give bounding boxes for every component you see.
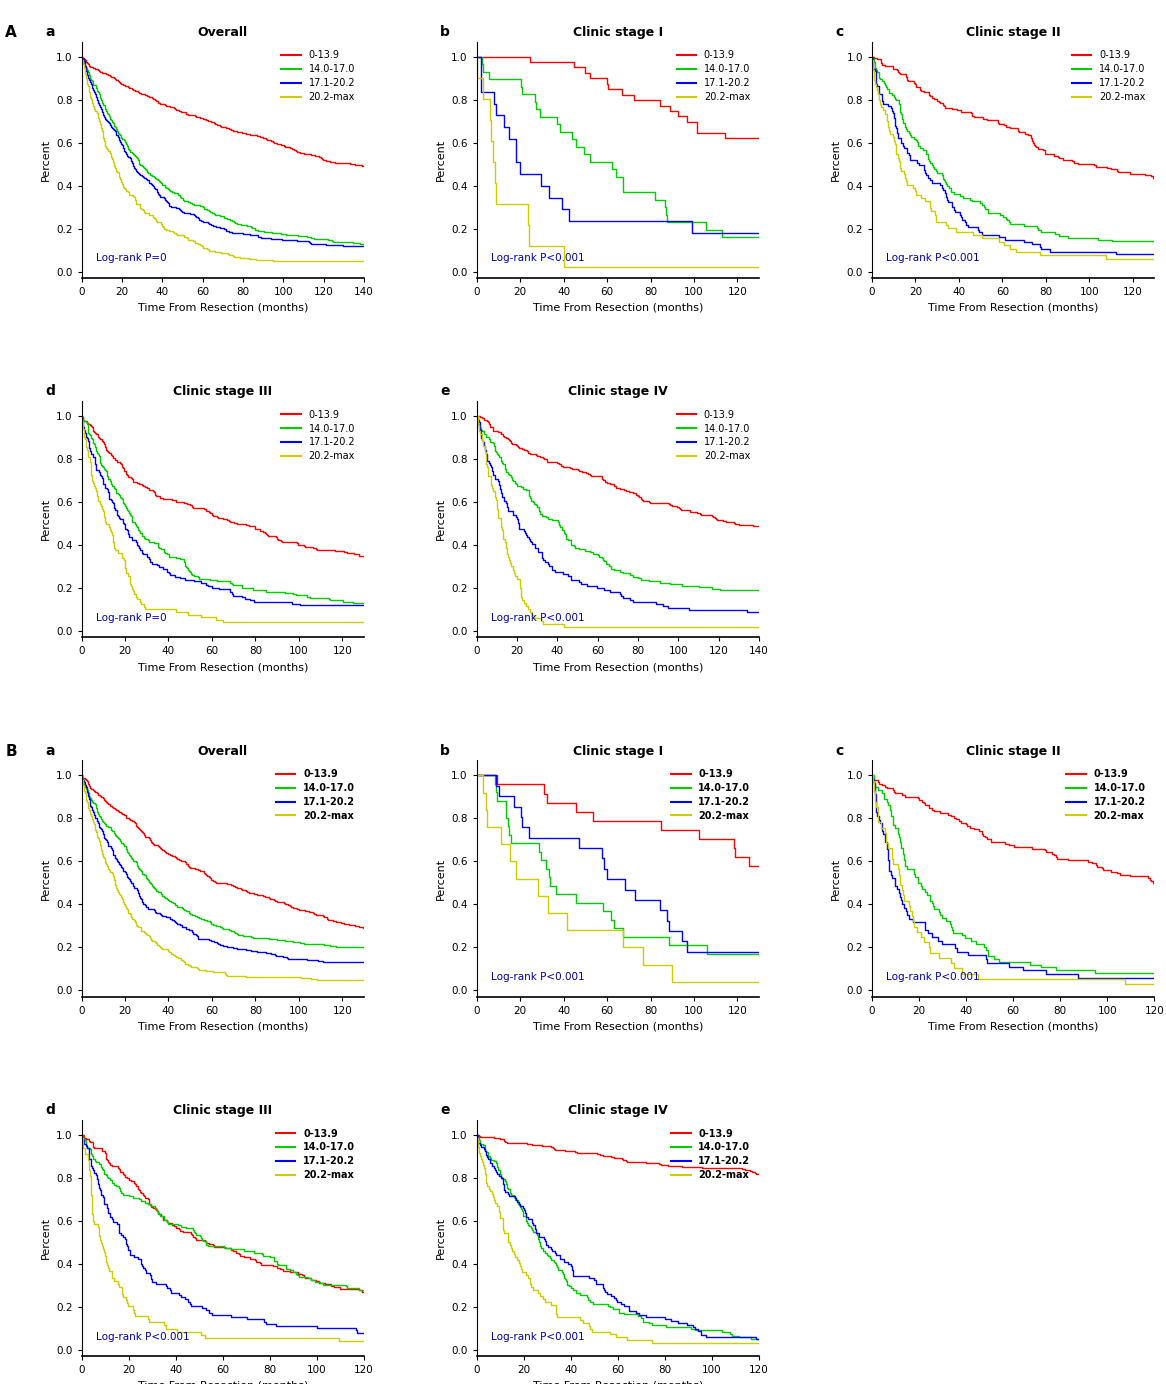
Text: B: B: [6, 743, 17, 758]
Text: A: A: [6, 25, 17, 40]
Text: d: d: [45, 385, 55, 399]
Text: a: a: [45, 743, 55, 758]
Title: Overall: Overall: [198, 26, 248, 39]
Legend: 0-13.9, 14.0-17.0, 17.1-20.2, 20.2-max: 0-13.9, 14.0-17.0, 17.1-20.2, 20.2-max: [667, 765, 754, 825]
Y-axis label: Percent: Percent: [41, 1217, 50, 1259]
Legend: 0-13.9, 14.0-17.0, 17.1-20.2, 20.2-max: 0-13.9, 14.0-17.0, 17.1-20.2, 20.2-max: [272, 1125, 359, 1185]
Text: c: c: [835, 25, 843, 39]
X-axis label: Time From Resection (months): Time From Resection (months): [533, 1381, 703, 1384]
Text: Log-rank P<0.001: Log-rank P<0.001: [96, 1331, 189, 1341]
X-axis label: Time From Resection (months): Time From Resection (months): [138, 303, 308, 313]
Text: Log-rank P<0.001: Log-rank P<0.001: [491, 253, 584, 263]
Y-axis label: Percent: Percent: [436, 138, 445, 181]
Y-axis label: Percent: Percent: [831, 138, 841, 181]
X-axis label: Time From Resection (months): Time From Resection (months): [928, 303, 1098, 313]
Y-axis label: Percent: Percent: [41, 498, 50, 540]
Y-axis label: Percent: Percent: [41, 858, 50, 900]
X-axis label: Time From Resection (months): Time From Resection (months): [533, 303, 703, 313]
Legend: 0-13.9, 14.0-17.0, 17.1-20.2, 20.2-max: 0-13.9, 14.0-17.0, 17.1-20.2, 20.2-max: [272, 765, 359, 825]
Legend: 0-13.9, 14.0-17.0, 17.1-20.2, 20.2-max: 0-13.9, 14.0-17.0, 17.1-20.2, 20.2-max: [667, 1125, 754, 1185]
Text: Log-rank P<0.001: Log-rank P<0.001: [886, 973, 979, 983]
Text: c: c: [835, 743, 843, 758]
Y-axis label: Percent: Percent: [831, 858, 841, 900]
Text: d: d: [45, 1103, 55, 1117]
Title: Clinic stage IV: Clinic stage IV: [568, 1104, 668, 1117]
X-axis label: Time From Resection (months): Time From Resection (months): [533, 662, 703, 673]
Legend: 0-13.9, 14.0-17.0, 17.1-20.2, 20.2-max: 0-13.9, 14.0-17.0, 17.1-20.2, 20.2-max: [673, 406, 754, 465]
Title: Clinic stage I: Clinic stage I: [573, 26, 663, 39]
Y-axis label: Percent: Percent: [41, 138, 50, 181]
Text: e: e: [440, 1103, 450, 1117]
Y-axis label: Percent: Percent: [436, 858, 445, 900]
Text: e: e: [440, 385, 450, 399]
Title: Overall: Overall: [198, 745, 248, 758]
Title: Clinic stage I: Clinic stage I: [573, 745, 663, 758]
Text: b: b: [440, 743, 450, 758]
Text: Log-rank P<0.001: Log-rank P<0.001: [491, 973, 584, 983]
Legend: 0-13.9, 14.0-17.0, 17.1-20.2, 20.2-max: 0-13.9, 14.0-17.0, 17.1-20.2, 20.2-max: [1068, 47, 1150, 105]
Text: Log-rank P=0: Log-rank P=0: [96, 253, 167, 263]
X-axis label: Time From Resection (months): Time From Resection (months): [138, 1381, 308, 1384]
X-axis label: Time From Resection (months): Time From Resection (months): [138, 662, 308, 673]
X-axis label: Time From Resection (months): Time From Resection (months): [928, 1021, 1098, 1031]
Legend: 0-13.9, 14.0-17.0, 17.1-20.2, 20.2-max: 0-13.9, 14.0-17.0, 17.1-20.2, 20.2-max: [1062, 765, 1150, 825]
Title: Clinic stage IV: Clinic stage IV: [568, 385, 668, 399]
Y-axis label: Percent: Percent: [436, 498, 445, 540]
Title: Clinic stage III: Clinic stage III: [174, 1104, 273, 1117]
Title: Clinic stage II: Clinic stage II: [965, 26, 1061, 39]
Y-axis label: Percent: Percent: [436, 1217, 445, 1259]
Text: a: a: [45, 25, 55, 39]
Text: Log-rank P<0.001: Log-rank P<0.001: [491, 1331, 584, 1341]
Legend: 0-13.9, 14.0-17.0, 17.1-20.2, 20.2-max: 0-13.9, 14.0-17.0, 17.1-20.2, 20.2-max: [278, 47, 359, 105]
Text: Log-rank P=0: Log-rank P=0: [96, 613, 167, 623]
Text: Log-rank P<0.001: Log-rank P<0.001: [886, 253, 979, 263]
Legend: 0-13.9, 14.0-17.0, 17.1-20.2, 20.2-max: 0-13.9, 14.0-17.0, 17.1-20.2, 20.2-max: [673, 47, 754, 105]
Text: b: b: [440, 25, 450, 39]
Text: Log-rank P<0.001: Log-rank P<0.001: [491, 613, 584, 623]
X-axis label: Time From Resection (months): Time From Resection (months): [533, 1021, 703, 1031]
X-axis label: Time From Resection (months): Time From Resection (months): [138, 1021, 308, 1031]
Title: Clinic stage III: Clinic stage III: [174, 385, 273, 399]
Legend: 0-13.9, 14.0-17.0, 17.1-20.2, 20.2-max: 0-13.9, 14.0-17.0, 17.1-20.2, 20.2-max: [278, 406, 359, 465]
Title: Clinic stage II: Clinic stage II: [965, 745, 1061, 758]
